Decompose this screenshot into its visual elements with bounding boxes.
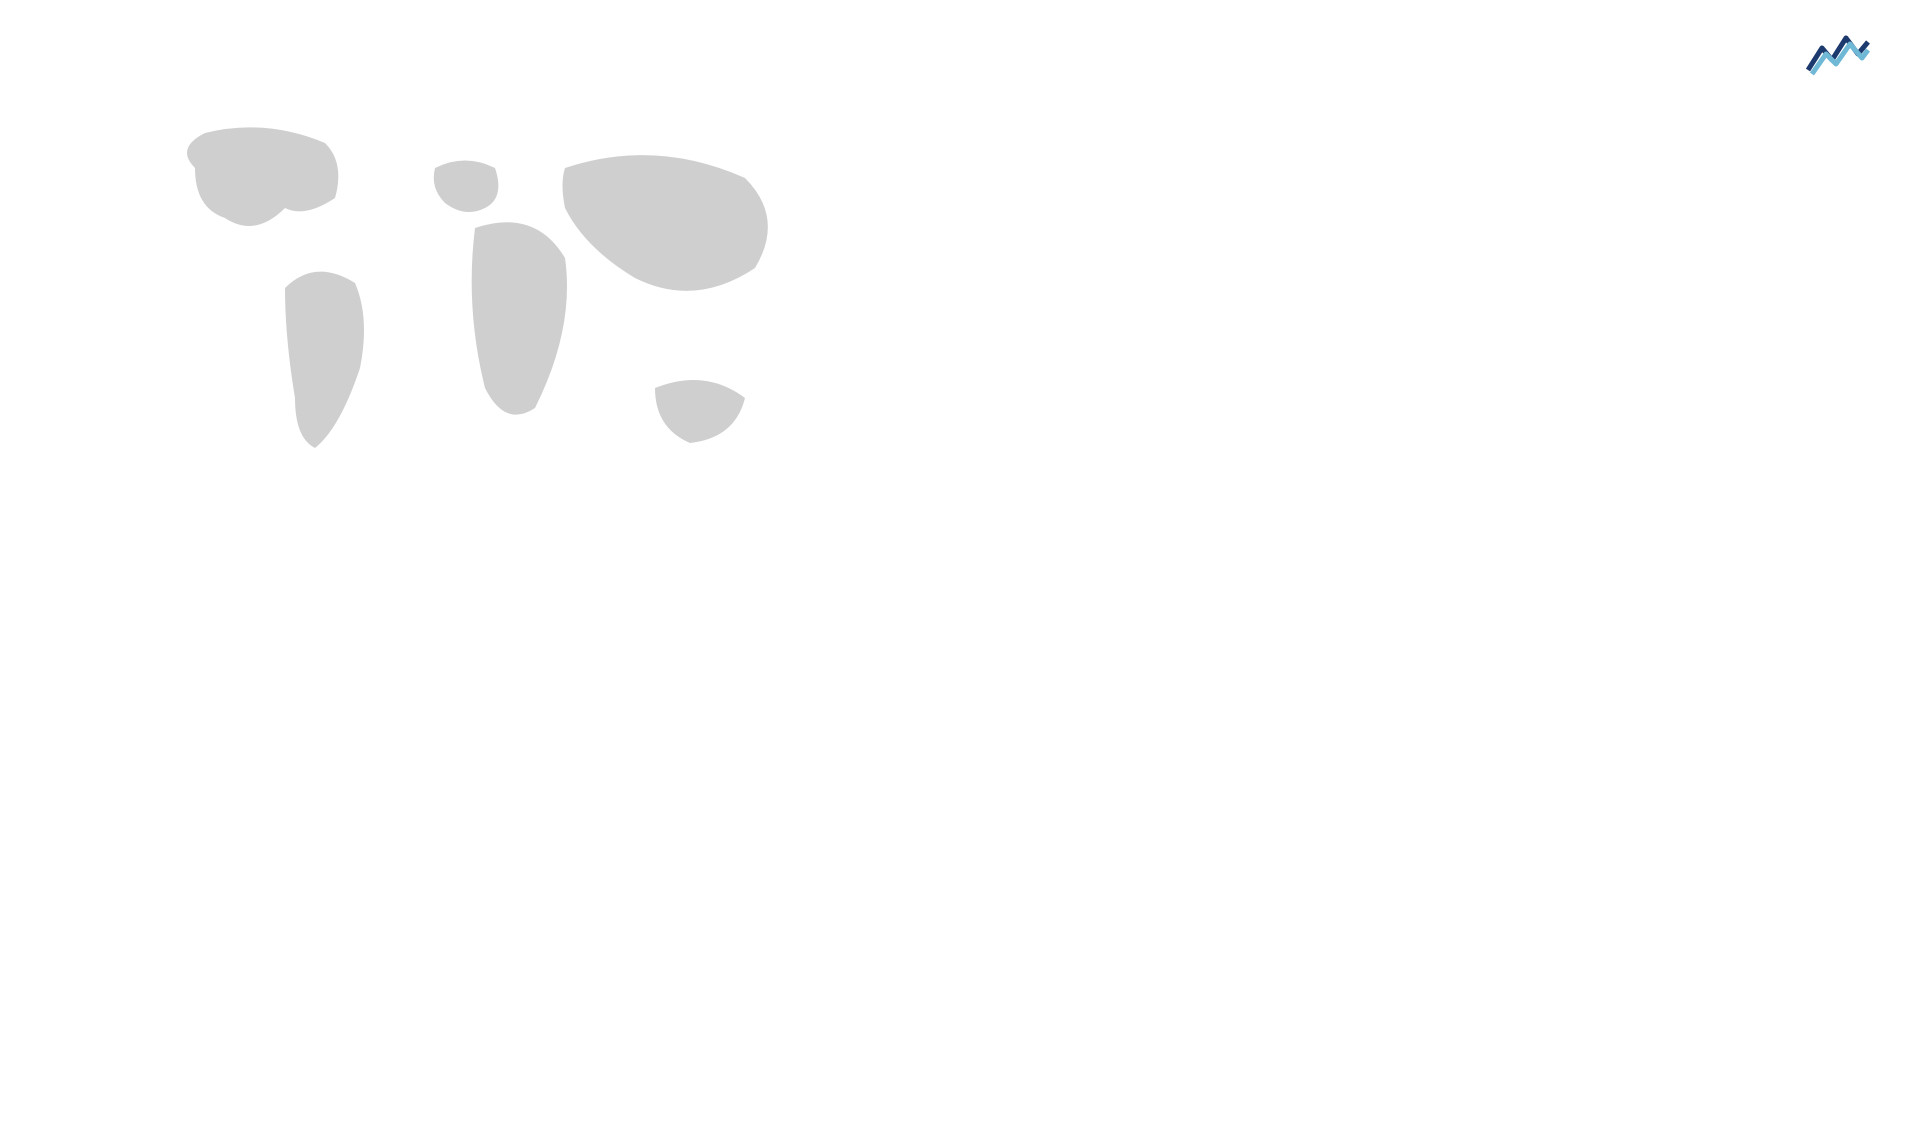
top-row (40, 108, 1880, 498)
segmentation-panel (40, 538, 480, 836)
key-players-panel (510, 538, 1070, 836)
world-map-panel (40, 108, 930, 498)
brand-logo (1806, 30, 1880, 78)
regional-donut-chart (1100, 556, 1380, 836)
segmentation-chart (40, 556, 300, 796)
forecast-chart (990, 108, 1880, 498)
regional-panel (1100, 538, 1880, 836)
forecast-chart-panel (990, 108, 1880, 498)
bottom-row (40, 538, 1880, 836)
logo-mark-icon (1806, 30, 1870, 78)
world-map (40, 108, 930, 498)
header (40, 30, 1880, 78)
